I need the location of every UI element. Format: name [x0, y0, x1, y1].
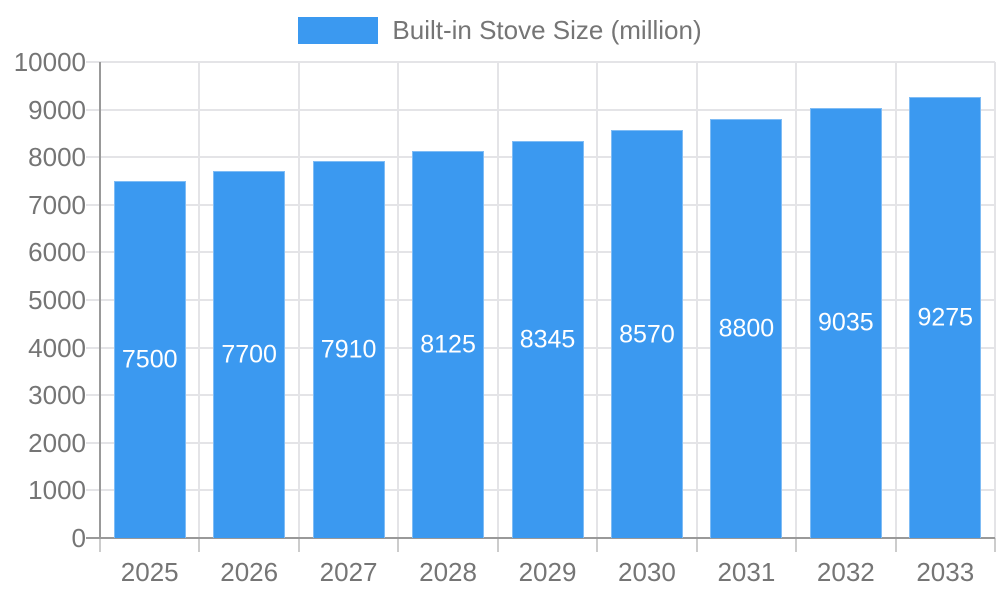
bar-2025[interactable]: 7500: [113, 181, 186, 538]
bar-value-label: 9035: [818, 308, 874, 337]
x-axis-label: 2032: [816, 557, 875, 587]
x-axis-label: 2025: [120, 557, 179, 587]
bar-2030[interactable]: 8570: [610, 130, 683, 538]
y-axis-line: [99, 62, 101, 538]
y-axis-label: 5000: [28, 285, 86, 315]
bar-2028[interactable]: 8125: [412, 151, 485, 538]
bar-2029[interactable]: 8345: [511, 140, 584, 538]
x-axis-tick: [198, 538, 201, 552]
y-axis-label: 1000: [28, 475, 86, 506]
legend-label: Built-in Stove Size (million): [392, 14, 702, 45]
bar-value-label: 8345: [519, 325, 576, 354]
y-axis-label: 0: [71, 523, 86, 553]
x-axis-label: 2028: [419, 557, 477, 587]
legend[interactable]: Built-in Stove Size (million): [0, 15, 1000, 45]
gridline-v: [397, 62, 400, 538]
x-axis-label: 2026: [220, 557, 279, 587]
gridline-v: [297, 62, 300, 538]
bar-value-label: 7700: [221, 340, 277, 369]
x-axis-tick: [994, 538, 996, 552]
bar-value-label: 8800: [718, 314, 775, 343]
gridline-v: [596, 62, 599, 538]
bar-value-label: 7500: [121, 345, 178, 374]
y-axis-label: 2000: [28, 427, 86, 458]
gridline-v: [695, 62, 698, 538]
gridline-h-10000: [86, 61, 995, 63]
y-axis-label: 7000: [28, 189, 86, 220]
x-axis-label: 2030: [618, 557, 676, 587]
gridline-h-9000: [86, 108, 995, 111]
bar-value-label: 9275: [917, 303, 974, 332]
x-axis-tick: [99, 538, 101, 552]
bar-2027[interactable]: 7910: [312, 161, 385, 538]
bar-value-label: 7910: [320, 335, 377, 364]
y-axis-label: 3000: [28, 380, 86, 411]
y-axis-label: 6000: [28, 237, 86, 268]
x-axis-line: [86, 537, 995, 539]
x-axis-tick: [695, 538, 698, 552]
x-axis-tick: [795, 538, 798, 552]
x-axis-tick: [496, 538, 499, 552]
x-axis-tick: [596, 538, 599, 552]
x-axis-label: 2027: [319, 557, 378, 587]
y-axis-label: 4000: [28, 332, 86, 363]
legend-swatch[interactable]: [298, 16, 379, 44]
x-axis-label: 2031: [717, 557, 776, 587]
x-axis-label: 2033: [916, 557, 975, 587]
x-axis-tick: [297, 538, 300, 552]
bar-2032[interactable]: 9035: [809, 107, 882, 538]
bar-2026[interactable]: 7700: [213, 171, 286, 538]
gridline-v: [994, 62, 996, 538]
bar-value-label: 8125: [420, 330, 476, 359]
bar-2031[interactable]: 8800: [710, 119, 783, 538]
gridline-v: [894, 62, 897, 538]
y-axis-label: 9000: [28, 94, 86, 125]
gridline-v: [795, 62, 798, 538]
x-axis-tick: [894, 538, 897, 552]
bar-value-label: 8570: [619, 320, 675, 349]
x-axis-label: 2029: [518, 557, 577, 587]
y-axis-label: 8000: [28, 142, 86, 173]
gridline-v: [496, 62, 499, 538]
x-axis-tick: [397, 538, 400, 552]
gridline-v: [198, 62, 201, 538]
bar-2033[interactable]: 9275: [909, 96, 982, 538]
y-axis-label: 10000: [13, 47, 86, 77]
